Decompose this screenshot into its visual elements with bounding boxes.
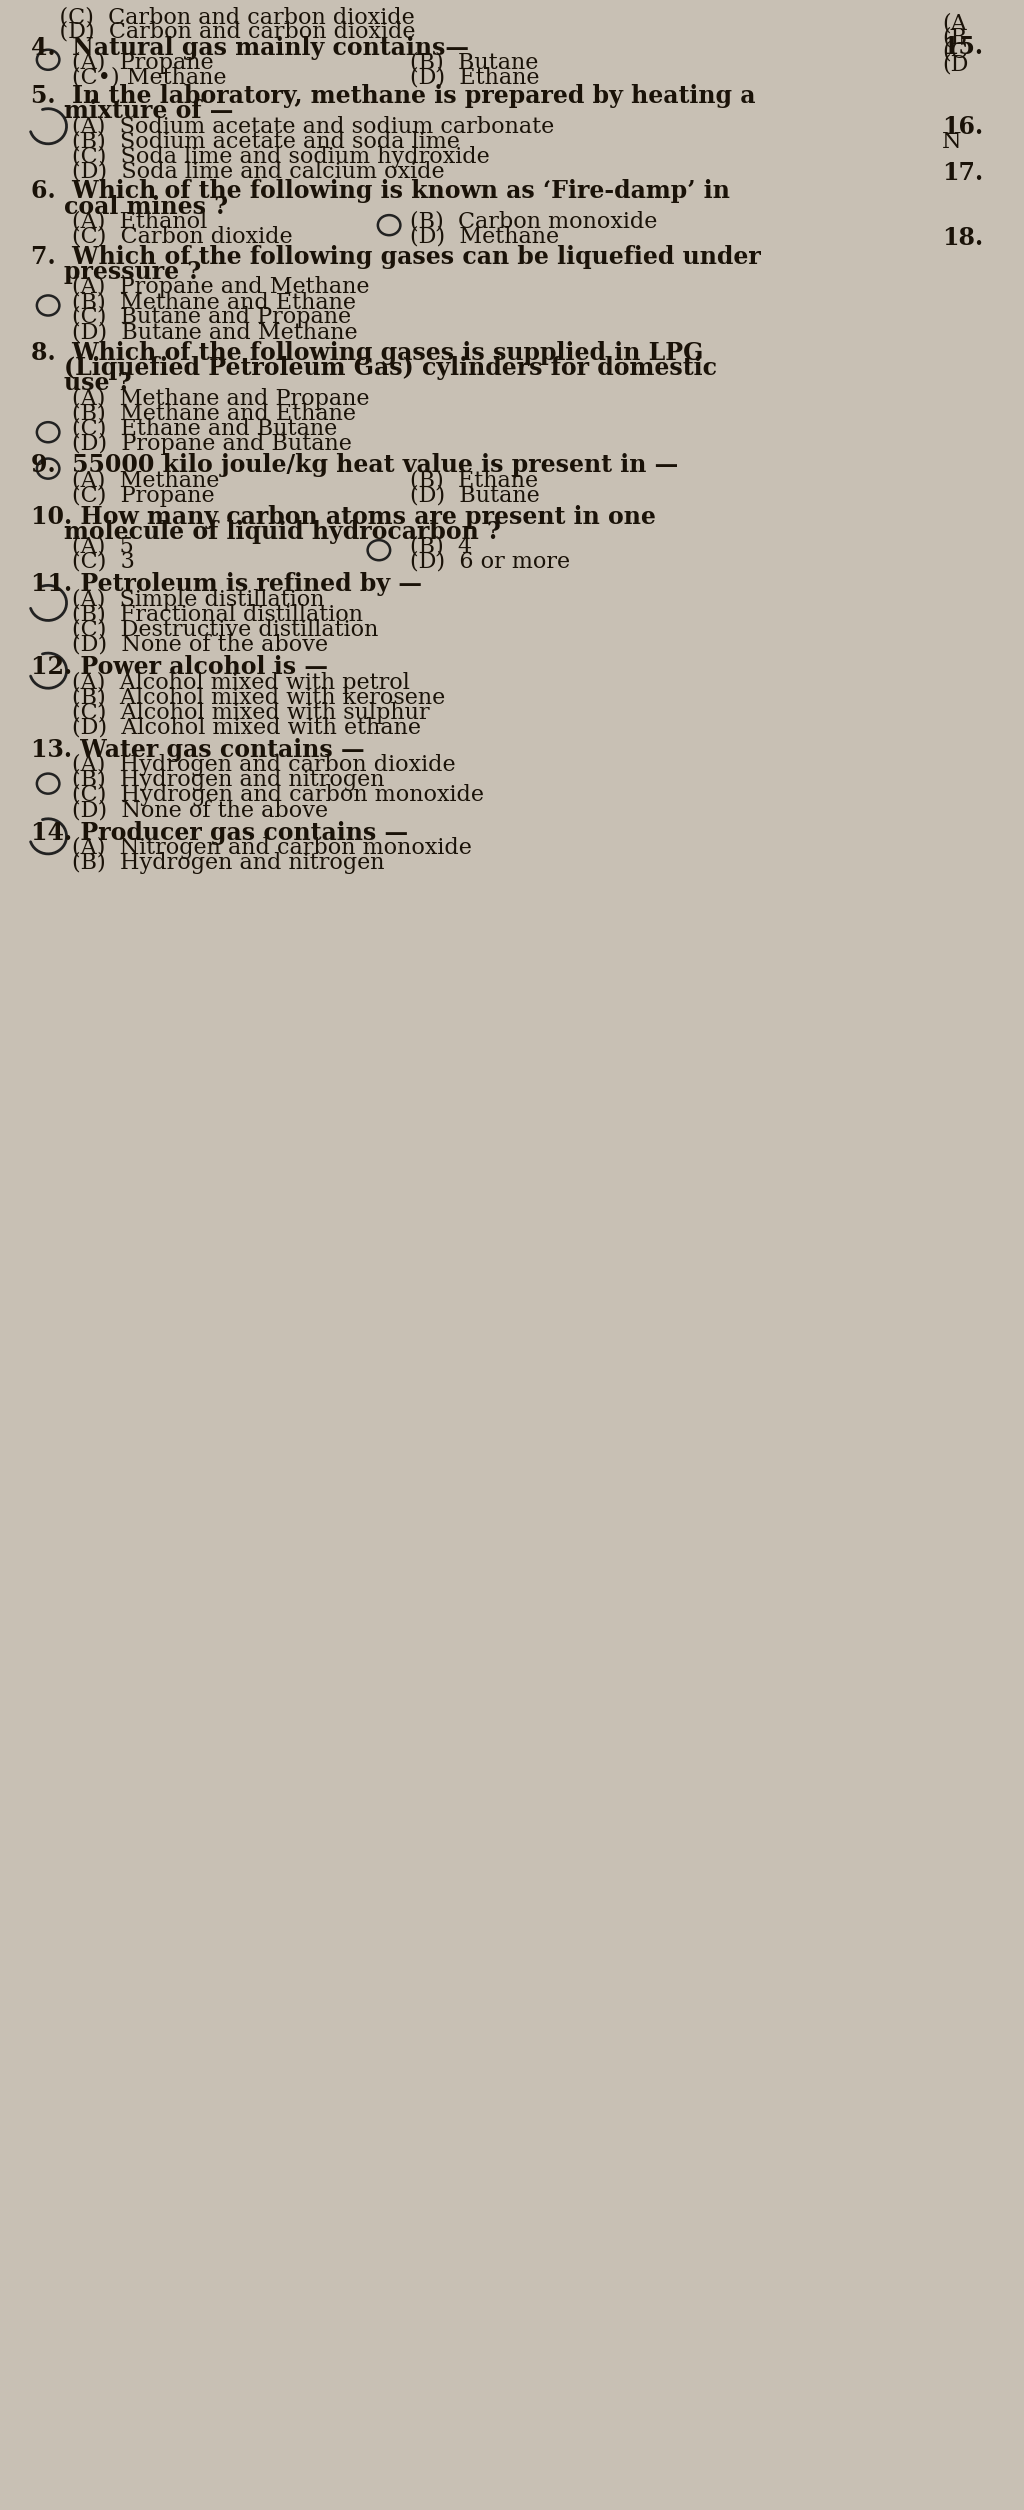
Text: (C)  Destructive distillation: (C) Destructive distillation [72,620,378,640]
Text: 8.  Which of the following gases is supplied in LPG: 8. Which of the following gases is suppl… [31,341,703,366]
Text: (A)  Methane: (A) Methane [72,469,219,492]
Text: (C)  Soda lime and sodium hydroxide: (C) Soda lime and sodium hydroxide [72,146,489,168]
Text: 6.  Which of the following is known as ‘Fire-damp’ in: 6. Which of the following is known as ‘F… [31,181,729,203]
Text: (B)  Fractional distillation: (B) Fractional distillation [72,605,362,625]
Text: molecule of liquid hydrocarbon ?: molecule of liquid hydrocarbon ? [31,520,501,545]
Text: 9.  55000 kilo joule/kg heat value is present in —: 9. 55000 kilo joule/kg heat value is pre… [31,452,678,477]
Text: (D)  None of the above: (D) None of the above [72,633,328,655]
Text: 12. Power alcohol is —: 12. Power alcohol is — [31,655,328,680]
Text: (C)  Ethane and Butane: (C) Ethane and Butane [72,417,337,439]
Text: (D)  Ethane: (D) Ethane [410,65,539,88]
Text: (Liquefied Petroleum Gas) cylinders for domestic: (Liquefied Petroleum Gas) cylinders for … [31,356,717,382]
Text: use ?: use ? [31,371,131,397]
Text: (B)  Hydrogen and nitrogen: (B) Hydrogen and nitrogen [72,851,384,873]
Text: 16.: 16. [942,115,983,141]
Text: 11. Petroleum is refined by —: 11. Petroleum is refined by — [31,572,422,597]
Text: 14. Producer gas contains —: 14. Producer gas contains — [31,821,408,846]
Text: (A)  Alcohol mixed with petrol: (A) Alcohol mixed with petrol [72,670,410,693]
Text: (C•) Methane: (C•) Methane [72,65,226,88]
Text: coal mines ?: coal mines ? [31,196,228,218]
Text: 15.: 15. [942,35,983,60]
Text: (D)  Propane and Butane: (D) Propane and Butane [72,432,351,454]
Text: (A)  Simple distillation: (A) Simple distillation [72,587,325,610]
Text: 10. How many carbon atoms are present in one: 10. How many carbon atoms are present in… [31,505,655,530]
Text: pressure ?: pressure ? [31,261,201,284]
Text: (D)  Alcohol mixed with ethane: (D) Alcohol mixed with ethane [72,718,421,738]
Text: (D)  Soda lime and calcium oxide: (D) Soda lime and calcium oxide [72,161,444,183]
Text: (D: (D [942,53,969,75]
Text: (A)  Propane and Methane: (A) Propane and Methane [72,276,370,299]
Text: mixture of —: mixture of — [31,98,233,123]
Text: 13. Water gas contains —: 13. Water gas contains — [31,738,365,763]
Text: (D)  Carbon and carbon dioxide: (D) Carbon and carbon dioxide [31,20,415,43]
Text: 18.: 18. [942,226,983,251]
Text: (B)  Methane and Ethane: (B) Methane and Ethane [72,291,355,314]
Text: (B)  Hydrogen and nitrogen: (B) Hydrogen and nitrogen [72,768,384,791]
Text: 4.  Natural gas mainly contains—: 4. Natural gas mainly contains— [31,35,469,60]
Text: 5.  In the laboratory, methane is prepared by heating a: 5. In the laboratory, methane is prepare… [31,83,756,108]
Text: (D)  6 or more: (D) 6 or more [410,552,569,572]
Text: N: N [942,131,962,153]
Text: (D)  Methane: (D) Methane [410,226,559,248]
Text: (A)  Methane and Propane: (A) Methane and Propane [72,387,370,409]
Text: (C)  Butane and Propane: (C) Butane and Propane [72,306,351,329]
Text: (C)  Alcohol mixed with sulphur: (C) Alcohol mixed with sulphur [72,700,429,723]
Text: (A)  Hydrogen and carbon dioxide: (A) Hydrogen and carbon dioxide [72,753,456,776]
Text: (A)  Nitrogen and carbon monoxide: (A) Nitrogen and carbon monoxide [72,838,472,858]
Text: (A)  Sodium acetate and sodium carbonate: (A) Sodium acetate and sodium carbonate [72,115,554,138]
Text: (D)  None of the above: (D) None of the above [72,798,328,821]
Text: (B)  Methane and Ethane: (B) Methane and Ethane [72,402,355,424]
Text: (B: (B [942,25,967,48]
Text: (C)  Hydrogen and carbon monoxide: (C) Hydrogen and carbon monoxide [72,783,483,806]
Text: 17.: 17. [942,161,983,186]
Text: (B)  Alcohol mixed with kerosene: (B) Alcohol mixed with kerosene [72,685,445,708]
Text: (A)  Propane: (A) Propane [72,50,213,73]
Text: (A)  Ethanol: (A) Ethanol [72,211,207,233]
Text: (D)  Butane: (D) Butane [410,484,540,507]
Text: (C)  3: (C) 3 [72,552,134,572]
Text: (C)  Carbon dioxide: (C) Carbon dioxide [72,226,292,248]
Text: (A: (A [942,13,967,35]
Text: (B)  Butane: (B) Butane [410,50,538,73]
Text: (C)  Carbon and carbon dioxide: (C) Carbon and carbon dioxide [31,5,415,28]
Text: (B)  Carbon monoxide: (B) Carbon monoxide [410,211,657,233]
Text: (B)  Ethane: (B) Ethane [410,469,538,492]
Text: 7.  Which of the following gases can be liquefied under: 7. Which of the following gases can be l… [31,243,761,269]
Text: (A)  5: (A) 5 [72,535,133,557]
Text: (C)  Propane: (C) Propane [72,484,214,507]
Text: (D)  Butane and Methane: (D) Butane and Methane [72,321,357,344]
Text: (B)  4: (B) 4 [410,535,472,557]
Text: (B)  Sodium acetate and soda lime: (B) Sodium acetate and soda lime [72,131,460,153]
Text: (C: (C [942,40,968,63]
